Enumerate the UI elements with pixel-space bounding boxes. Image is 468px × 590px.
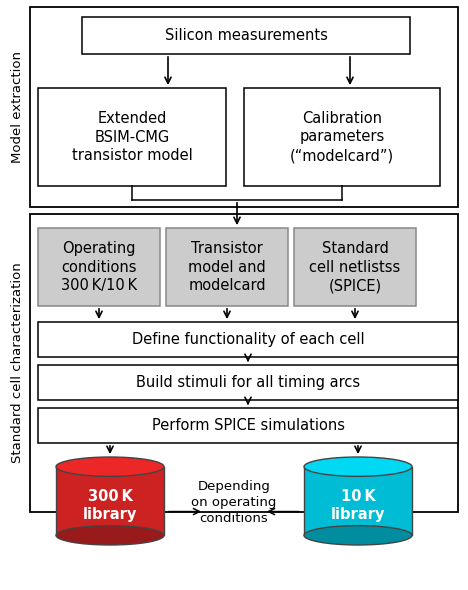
Bar <box>38 88 226 186</box>
Text: Extended
BSIM-CMG
transistor model: Extended BSIM-CMG transistor model <box>72 111 192 163</box>
Bar <box>38 322 458 357</box>
Text: Model extraction: Model extraction <box>12 51 24 163</box>
Bar <box>38 365 458 400</box>
Text: Operating
conditions
300 K/10 K: Operating conditions 300 K/10 K <box>61 241 137 293</box>
Bar <box>244 88 440 186</box>
Text: Standard cell characterization: Standard cell characterization <box>12 263 24 463</box>
Bar <box>30 7 458 207</box>
Text: Depending
on operating
conditions: Depending on operating conditions <box>191 480 277 525</box>
Bar <box>30 214 458 512</box>
Text: Perform SPICE simulations: Perform SPICE simulations <box>152 418 344 433</box>
Bar <box>166 228 288 306</box>
Text: 300 K
library: 300 K library <box>83 489 137 522</box>
Text: 10 K
library: 10 K library <box>331 489 385 522</box>
Bar <box>38 408 458 443</box>
Ellipse shape <box>304 526 412 545</box>
Text: Standard
cell netlistss
(SPICE): Standard cell netlistss (SPICE) <box>309 241 401 293</box>
Bar <box>38 228 160 306</box>
Text: Silicon measurements: Silicon measurements <box>165 28 328 43</box>
Ellipse shape <box>304 457 412 476</box>
Bar <box>294 228 416 306</box>
Text: Define functionality of each cell: Define functionality of each cell <box>132 332 364 347</box>
Ellipse shape <box>56 526 164 545</box>
Bar <box>56 467 164 535</box>
Text: Build stimuli for all timing arcs: Build stimuli for all timing arcs <box>136 375 360 390</box>
Text: Transistor
model and
modelcard: Transistor model and modelcard <box>188 241 266 293</box>
Bar <box>304 467 412 535</box>
Bar <box>82 17 410 54</box>
Text: Calibration
parameters
(“modelcard”): Calibration parameters (“modelcard”) <box>290 111 394 163</box>
Ellipse shape <box>56 457 164 476</box>
